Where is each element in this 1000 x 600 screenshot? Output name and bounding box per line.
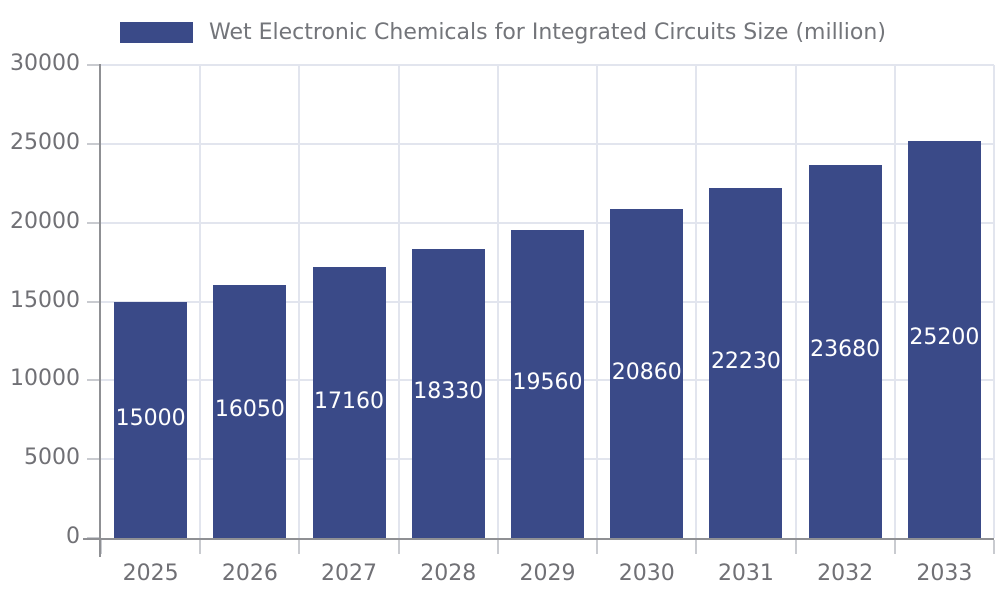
x-axis-tick xyxy=(893,540,896,554)
y-axis-tick xyxy=(87,458,101,461)
bar[interactable] xyxy=(907,140,981,538)
y-axis-tick-label: 30000 xyxy=(10,51,80,76)
bar-value-label: 23680 xyxy=(810,337,881,363)
vertical-gridline xyxy=(496,65,499,538)
y-axis-tick-label: 15000 xyxy=(10,287,80,313)
x-axis-tick xyxy=(794,540,797,554)
y-axis-tick xyxy=(87,64,101,66)
x-axis-tick xyxy=(496,540,499,554)
vertical-gridline xyxy=(596,65,599,538)
horizontal-gridline xyxy=(101,221,994,224)
x-axis-tick-label: 2031 xyxy=(717,561,774,586)
vertical-gridline xyxy=(794,65,797,538)
bar-value-label: 18330 xyxy=(413,379,484,405)
bar[interactable] xyxy=(808,164,882,538)
y-axis-tick xyxy=(87,300,101,303)
bar-value-label: 22230 xyxy=(710,348,781,374)
vertical-gridline xyxy=(397,65,400,538)
bar-value-label: 17160 xyxy=(314,388,385,414)
x-axis-tick xyxy=(298,540,301,554)
horizontal-gridline xyxy=(101,142,994,145)
x-axis-tick-label: 2030 xyxy=(618,561,675,586)
y-axis-tick-label: 20000 xyxy=(10,208,80,234)
bar[interactable] xyxy=(610,209,684,538)
chart-legend[interactable]: Wet Electronic Chemicals for Integrated … xyxy=(120,19,886,45)
x-axis-line xyxy=(83,538,994,540)
bar-value-label: 20860 xyxy=(611,359,682,385)
vertical-gridline xyxy=(893,65,896,538)
y-axis-tick xyxy=(87,142,101,145)
x-axis-tick xyxy=(695,540,698,554)
vertical-gridline xyxy=(199,65,202,538)
y-axis-tick-label: 10000 xyxy=(10,366,80,392)
x-axis-tick xyxy=(993,540,995,554)
y-axis-tick xyxy=(87,379,101,382)
x-axis-tick-label: 2033 xyxy=(916,561,973,586)
bar[interactable] xyxy=(411,248,485,538)
bar[interactable] xyxy=(511,229,584,538)
bar-value-label: 15000 xyxy=(115,405,186,431)
x-axis-tick xyxy=(199,540,202,554)
legend-label[interactable]: Wet Electronic Chemicals for Integrated … xyxy=(209,19,886,45)
x-axis-tick-label: 2026 xyxy=(221,561,278,586)
bar-value-label: 16050 xyxy=(214,397,285,423)
y-axis-tick-label: 5000 xyxy=(24,445,80,471)
x-axis-tick-label: 2028 xyxy=(420,561,477,586)
horizontal-gridline xyxy=(101,64,994,66)
y-axis-tick-label: 0 xyxy=(66,524,80,549)
y-axis-tick xyxy=(87,221,101,224)
bar[interactable] xyxy=(213,284,287,538)
bar-value-label: 25200 xyxy=(909,325,980,351)
bar[interactable] xyxy=(709,187,783,538)
vertical-gridline xyxy=(695,65,698,538)
vertical-gridline xyxy=(298,65,301,538)
y-axis-tick-label: 25000 xyxy=(10,129,80,155)
x-axis-tick-label: 2027 xyxy=(321,561,378,586)
x-axis-tick xyxy=(397,540,400,554)
y-axis-line xyxy=(99,64,101,557)
x-axis-tick xyxy=(100,540,102,554)
bar[interactable] xyxy=(312,267,386,538)
vertical-gridline xyxy=(993,65,995,538)
x-axis-tick-label: 2032 xyxy=(817,561,874,586)
x-axis-tick xyxy=(596,540,599,554)
bar[interactable] xyxy=(114,301,188,538)
legend-swatch[interactable] xyxy=(120,21,193,43)
x-axis-tick-label: 2029 xyxy=(519,561,576,586)
bar-value-label: 19560 xyxy=(512,369,583,395)
x-axis-tick-label: 2025 xyxy=(122,561,179,586)
